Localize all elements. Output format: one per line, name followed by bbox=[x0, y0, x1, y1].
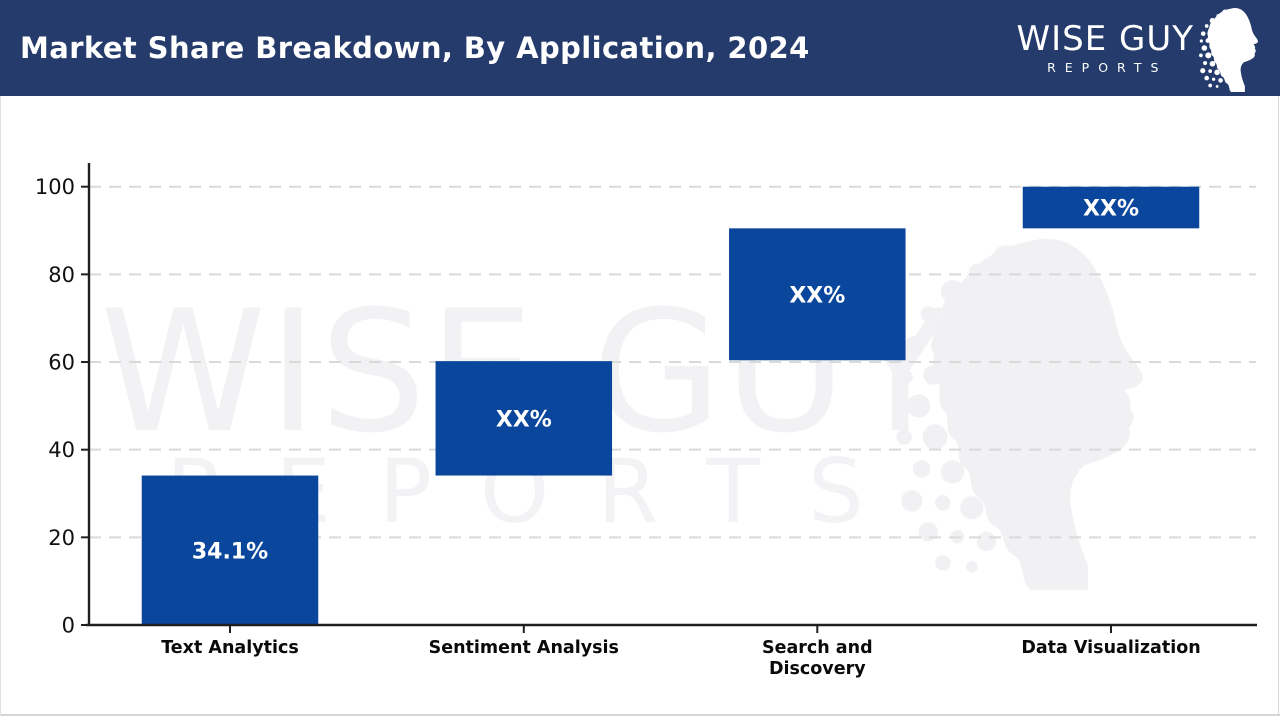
y-tick-label: 20 bbox=[48, 526, 75, 550]
bar-labels: 34.1% XX% XX% XX% bbox=[192, 197, 1139, 565]
y-tick-label: 100 bbox=[35, 175, 75, 199]
y-tick-label: 0 bbox=[62, 614, 75, 638]
bottom-border-line bbox=[0, 714, 1280, 716]
bar-label-sentiment-analysis: XX% bbox=[496, 407, 552, 432]
y-tick-label: 80 bbox=[48, 263, 75, 287]
x-label-text-analytics: Text Analytics bbox=[161, 638, 299, 658]
gridlines bbox=[89, 185, 1256, 539]
bar-text-analytics bbox=[141, 475, 319, 625]
logo-wordmark: WISE GUY bbox=[1016, 18, 1194, 59]
bar-label-text-analytics: 34.1% bbox=[192, 539, 268, 564]
logo-subtext: REPORTS bbox=[1047, 59, 1168, 75]
axes: 0 20 40 60 80 100 bbox=[35, 163, 1257, 638]
left-border-line bbox=[0, 96, 1, 716]
x-label-search-and-discovery: Search and Discovery bbox=[761, 638, 873, 680]
x-label-sentiment-analysis: Sentiment Analysis bbox=[428, 638, 619, 658]
bar-search-and-discovery bbox=[729, 228, 906, 361]
page-title: Market Share Breakdown, By Application, … bbox=[20, 31, 810, 65]
y-tick-label: 40 bbox=[48, 438, 75, 462]
header-bar: Market Share Breakdown, By Application, … bbox=[0, 0, 1280, 96]
bar-label-data-visualization: XX% bbox=[1083, 197, 1139, 222]
bar-data-visualization bbox=[1022, 186, 1200, 229]
bar-label-search-and-discovery: XX% bbox=[789, 283, 845, 308]
y-tick-label: 60 bbox=[48, 351, 75, 375]
logo-head-icon bbox=[1199, 8, 1258, 92]
bar-sentiment-analysis bbox=[435, 361, 613, 476]
x-label-data-visualization: Data Visualization bbox=[1021, 638, 1201, 658]
wiseguy-logo: WISE GUY REPORTS bbox=[1016, 4, 1266, 92]
bars bbox=[141, 186, 1200, 625]
right-border-line bbox=[1278, 96, 1279, 716]
